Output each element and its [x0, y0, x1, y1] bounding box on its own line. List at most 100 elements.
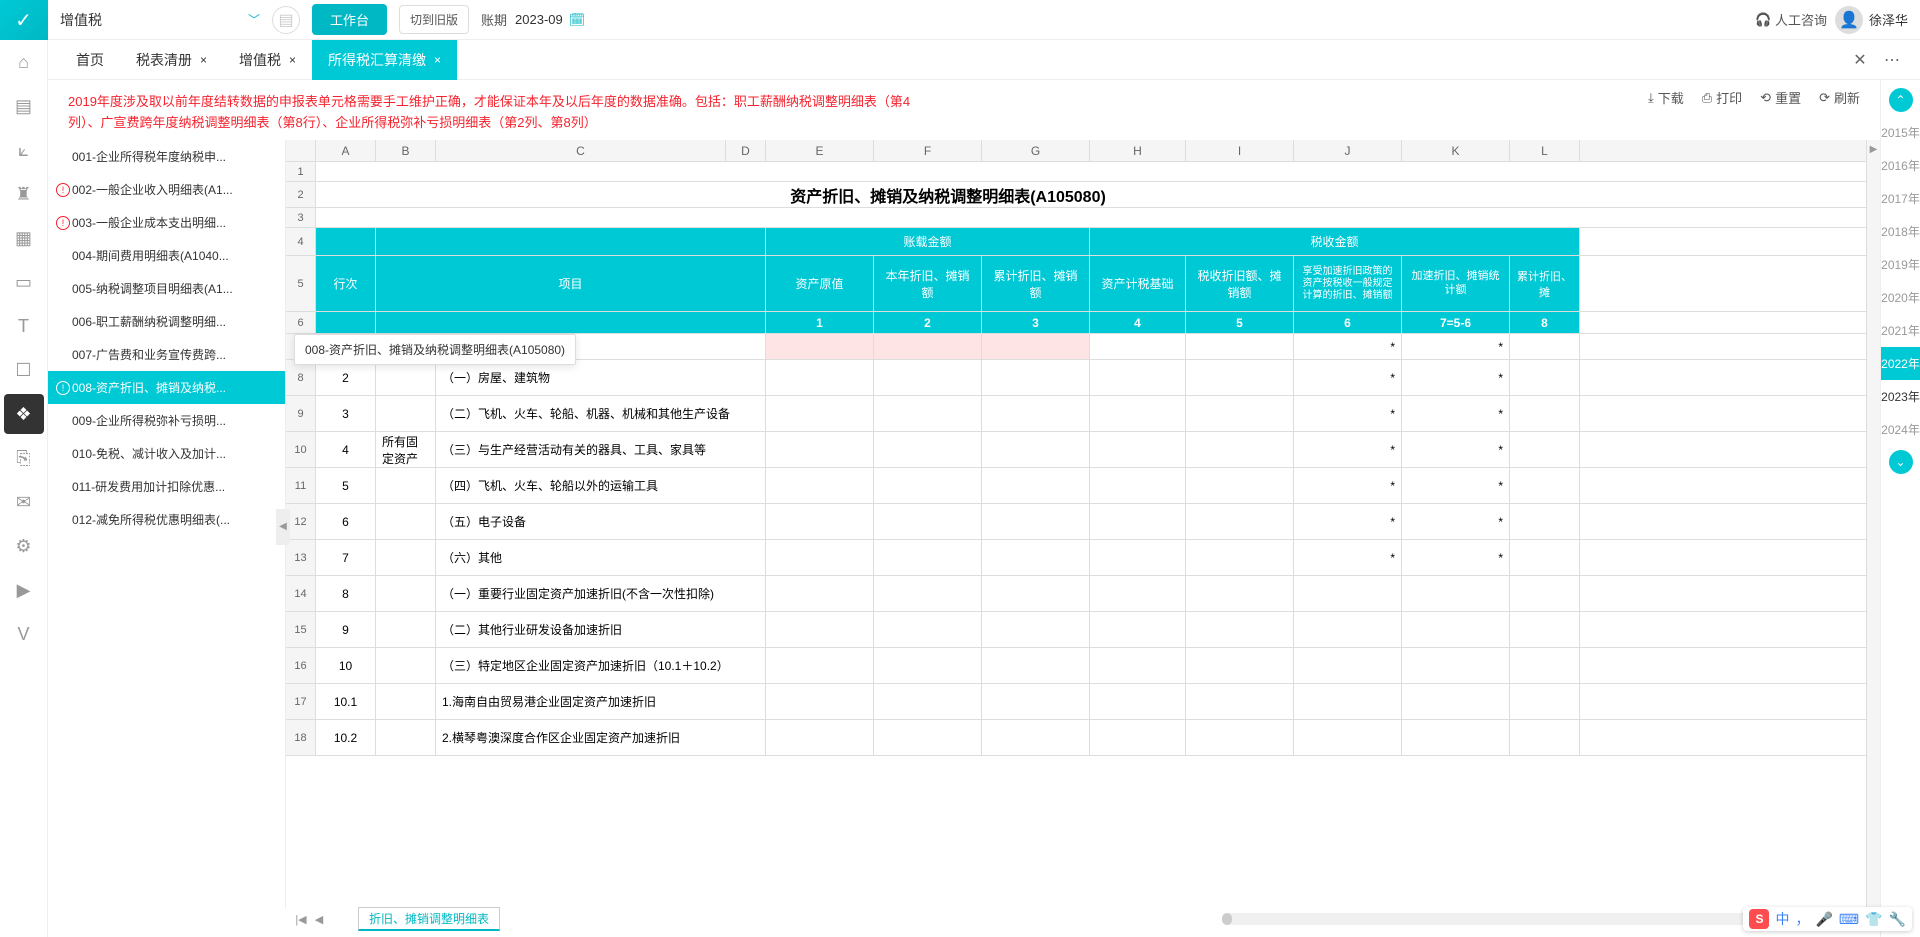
- tab-2[interactable]: 增值税×: [223, 40, 312, 80]
- rail-mail-icon[interactable]: ✉: [0, 480, 48, 524]
- cell[interactable]: [316, 228, 376, 255]
- cell[interactable]: *: [1294, 334, 1402, 359]
- rail-text-icon[interactable]: T: [0, 304, 48, 348]
- cell[interactable]: [766, 360, 874, 395]
- cell[interactable]: [1294, 576, 1402, 611]
- cell[interactable]: [1294, 648, 1402, 683]
- cell[interactable]: [1090, 504, 1186, 539]
- form-list-item-006[interactable]: 006-职工薪酬纳税调整明细...: [48, 305, 285, 338]
- cell[interactable]: *: [1402, 396, 1510, 431]
- col-header[interactable]: H: [1090, 140, 1186, 161]
- row-category[interactable]: [376, 396, 436, 431]
- download-button[interactable]: ⤓下载: [1648, 88, 1684, 107]
- year-2023年[interactable]: 2023年: [1881, 380, 1920, 413]
- cell[interactable]: 17: [286, 684, 316, 719]
- rail-active-icon[interactable]: ❖: [4, 394, 44, 434]
- col-header[interactable]: B: [376, 140, 436, 161]
- row-number[interactable]: 10.2: [316, 720, 376, 755]
- cell[interactable]: [1294, 612, 1402, 647]
- year-up-icon[interactable]: ⌃: [1889, 88, 1913, 112]
- cell[interactable]: 5: [286, 256, 316, 311]
- form-list-item-004[interactable]: 004-期间费用明细表(A1040...: [48, 239, 285, 272]
- cell[interactable]: [1510, 432, 1580, 467]
- cell[interactable]: [982, 540, 1090, 575]
- tab-3[interactable]: 所得税汇算清缴×: [312, 40, 457, 80]
- cell[interactable]: [982, 576, 1090, 611]
- row-item[interactable]: （二）飞机、火车、轮船、机器、机械和其他生产设备: [436, 396, 766, 431]
- rail-chart-icon[interactable]: ⟀: [0, 128, 48, 172]
- cell[interactable]: 18: [286, 720, 316, 755]
- cell[interactable]: [1402, 576, 1510, 611]
- app-logo[interactable]: ✓: [0, 0, 48, 40]
- cell[interactable]: [1186, 432, 1294, 467]
- cell[interactable]: 6: [286, 312, 316, 333]
- rail-card-icon[interactable]: ▭: [0, 260, 48, 304]
- cell[interactable]: [766, 540, 874, 575]
- col-header[interactable]: L: [1510, 140, 1580, 161]
- rail-doc-icon[interactable]: ▤: [0, 84, 48, 128]
- form-list-item-002[interactable]: 002-一般企业收入明细表(A1...: [48, 173, 285, 206]
- cell[interactable]: 2: [874, 312, 982, 333]
- cell[interactable]: *: [1294, 396, 1402, 431]
- cell[interactable]: [1510, 396, 1580, 431]
- consult-button[interactable]: 🎧 人工咨询: [1755, 10, 1827, 29]
- row-item[interactable]: （五）电子设备: [436, 504, 766, 539]
- cell[interactable]: [316, 208, 1580, 227]
- row-number[interactable]: 5: [316, 468, 376, 503]
- row-item[interactable]: （三）特定地区企业固定资产加速折旧（10.1＋10.2）: [436, 648, 766, 683]
- col-header[interactable]: A: [316, 140, 376, 161]
- form-list-item-012[interactable]: 012-减免所得税优惠明细表(...: [48, 503, 285, 536]
- cell[interactable]: [1090, 360, 1186, 395]
- cell[interactable]: [1186, 612, 1294, 647]
- cell[interactable]: [982, 648, 1090, 683]
- sheet-first-icon[interactable]: |◀: [292, 913, 310, 926]
- rail-clipboard-icon[interactable]: ▦: [0, 216, 48, 260]
- cell[interactable]: *: [1402, 334, 1510, 359]
- form-list-item-001[interactable]: 001-企业所得税年度纳税申...: [48, 140, 285, 173]
- cell[interactable]: [982, 360, 1090, 395]
- print-button[interactable]: ⎙打印: [1702, 88, 1742, 107]
- cell[interactable]: [766, 334, 874, 359]
- cell[interactable]: [1186, 576, 1294, 611]
- cell[interactable]: 13: [286, 540, 316, 575]
- col-header[interactable]: G: [982, 140, 1090, 161]
- col-header[interactable]: J: [1294, 140, 1402, 161]
- cell[interactable]: [766, 504, 874, 539]
- cell[interactable]: *: [1294, 504, 1402, 539]
- cell[interactable]: [766, 576, 874, 611]
- cell[interactable]: 资产原值: [766, 256, 874, 311]
- cell[interactable]: [1090, 468, 1186, 503]
- cell[interactable]: [766, 612, 874, 647]
- refresh-button[interactable]: ⟳刷新: [1819, 88, 1860, 107]
- cell[interactable]: [1186, 396, 1294, 431]
- close-all-tabs-icon[interactable]: ✕: [1844, 50, 1876, 70]
- cell[interactable]: 税收折旧额、摊销额: [1186, 256, 1294, 311]
- form-list-item-005[interactable]: 005-纳税调整项目明细表(A1...: [48, 272, 285, 305]
- cell[interactable]: [316, 312, 376, 333]
- cell[interactable]: [874, 684, 982, 719]
- cell[interactable]: [766, 396, 874, 431]
- cell[interactable]: 1: [766, 312, 874, 333]
- cell[interactable]: [1090, 396, 1186, 431]
- cell[interactable]: [874, 540, 982, 575]
- cell[interactable]: [1510, 720, 1580, 755]
- row-item[interactable]: 2.横琴粤澳深度合作区企业固定资产加速折旧: [436, 720, 766, 755]
- collapse-sidebar-handle[interactable]: ◀: [276, 509, 290, 545]
- rail-home-icon[interactable]: ⌂: [0, 40, 48, 84]
- workspace-button[interactable]: 工作台: [312, 4, 387, 35]
- tabs-more-icon[interactable]: ⋯: [1876, 50, 1908, 70]
- year-2016年[interactable]: 2016年: [1881, 149, 1920, 182]
- copy-button[interactable]: ▤: [272, 6, 300, 34]
- row-category[interactable]: [376, 720, 436, 755]
- year-2019年[interactable]: 2019年: [1881, 248, 1920, 281]
- rail-gear-icon[interactable]: ⚙: [0, 524, 48, 568]
- ime-tool-icon[interactable]: 🔧: [1889, 911, 1906, 928]
- ime-keyboard-icon[interactable]: ⌨: [1839, 911, 1859, 928]
- cell[interactable]: [982, 720, 1090, 755]
- row-category[interactable]: [376, 612, 436, 647]
- cell[interactable]: [1090, 684, 1186, 719]
- cell[interactable]: [982, 396, 1090, 431]
- year-2017年[interactable]: 2017年: [1881, 182, 1920, 215]
- cell[interactable]: [982, 684, 1090, 719]
- cell[interactable]: [376, 228, 766, 255]
